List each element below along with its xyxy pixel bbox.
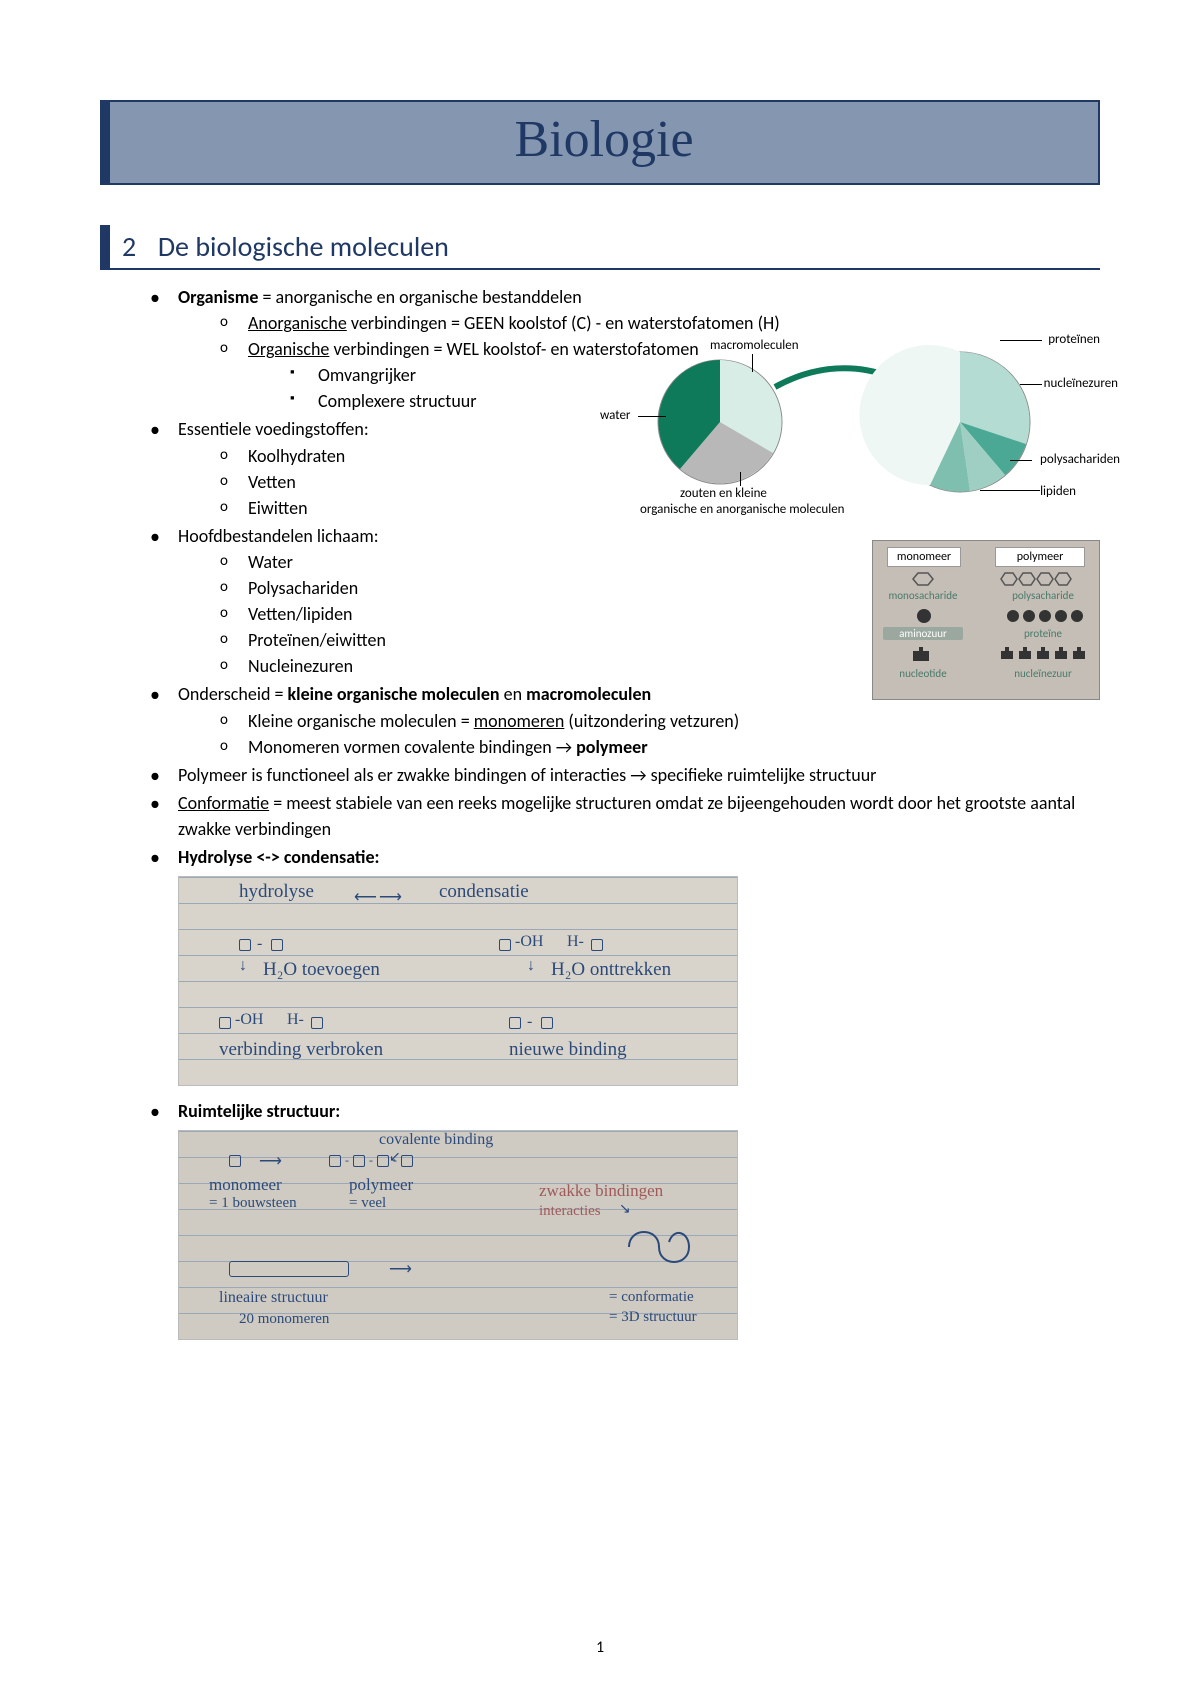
table-cell: aminozuur xyxy=(883,627,963,640)
chart-label: macromoleculen xyxy=(710,338,799,353)
page-title: Biologie xyxy=(110,110,1098,169)
handwriting: hydrolyse xyxy=(239,881,314,903)
chart-label: proteïnen xyxy=(1048,332,1100,347)
handwriting: H₂O onttrekken xyxy=(551,959,671,981)
table-header: monomeer xyxy=(887,547,961,567)
text: Essentiele voedingstoffen: xyxy=(178,418,369,440)
text: Organisme xyxy=(178,286,258,308)
handwriting: 20 monomeren xyxy=(239,1311,329,1328)
text: Organische xyxy=(248,338,329,360)
list-item: Monomeren vormen covalente bindingen → p… xyxy=(220,734,1100,760)
handwritten-note-structure: covalente binding ↙ ⟶ - - - monomeer pol… xyxy=(178,1130,738,1340)
handwriting: interacties xyxy=(539,1203,601,1220)
handwriting: = 1 bouwsteen xyxy=(209,1195,297,1212)
table-cell: proteïne xyxy=(1003,627,1083,640)
text: Anorganische xyxy=(248,312,347,334)
text: macromoleculen xyxy=(526,683,651,705)
arrow-icon: ⟵⟶ xyxy=(354,887,404,907)
text: monomeren xyxy=(474,710,565,732)
handwriting: lineaire structuur xyxy=(219,1289,328,1307)
handwriting: covalente binding xyxy=(379,1131,493,1149)
text: Ruimtelijke structuur: xyxy=(178,1100,340,1122)
pie-svg xyxy=(600,332,1100,522)
text: Hoofdbestandelen lichaam: xyxy=(178,525,379,547)
handwriting: polymeer xyxy=(349,1175,413,1195)
handwriting: condensatie xyxy=(439,881,529,903)
title-banner: Biologie xyxy=(100,100,1100,185)
handwriting: H₂O toevoegen xyxy=(263,959,380,981)
monomer-polymer-table: monomeer polymeer monosacharide polysach… xyxy=(872,540,1100,700)
text: = meest stabiele van een reeks mogelijke… xyxy=(178,792,1075,840)
text: en xyxy=(500,683,527,705)
handwriting: = conformatie xyxy=(609,1289,694,1306)
chart-label: nucleïnezuren xyxy=(1044,376,1118,391)
text: Kleine organische moleculen = xyxy=(248,710,474,732)
text: (uitzondering vetzuren) xyxy=(564,710,739,732)
table-header: polymeer xyxy=(995,547,1085,567)
handwriting: monomeer xyxy=(209,1175,282,1195)
pie-chart-diagram: macromoleculen water zouten en kleine or… xyxy=(600,332,1100,522)
table-cell: nucleïnezuur xyxy=(1003,667,1083,680)
list-item: Polymeer is functioneel als er zwakke bi… xyxy=(150,762,1100,788)
text: verbindingen = GEEN koolstof (C) - en wa… xyxy=(347,312,780,334)
handwriting: = 3D structuur xyxy=(609,1309,697,1326)
list-item: Ruimtelijke structuur: xyxy=(150,1098,1100,1124)
content-list-2: Ruimtelijke structuur: xyxy=(100,1098,1100,1124)
text: Conformatie xyxy=(178,792,269,814)
page-number: 1 xyxy=(0,1638,1200,1657)
handwriting: -OH xyxy=(235,1011,263,1029)
handwriting: H- xyxy=(567,933,584,951)
text: Hydrolyse <-> condensatie: xyxy=(178,846,379,868)
table-cell: polysacharide xyxy=(1003,589,1083,602)
handwriting: -OH xyxy=(515,933,543,951)
handwriting: H- xyxy=(287,1011,304,1029)
list-item: Hydrolyse <-> condensatie: xyxy=(150,844,1100,870)
chart-label: lipiden xyxy=(1040,484,1076,499)
handwriting: zwakke bindingen xyxy=(539,1181,663,1201)
chart-label: water xyxy=(600,408,630,423)
list-item: Kleine organische moleculen = monomeren … xyxy=(220,708,1100,734)
handwriting: verbinding verbroken xyxy=(219,1039,383,1061)
table-cell: monosacharide xyxy=(883,589,963,602)
table-cell: nucleotide xyxy=(883,667,963,680)
chart-label: organische en anorganische moleculen xyxy=(640,502,845,517)
text: Monomeren vormen covalente bindingen → xyxy=(248,736,576,758)
section-number: 2 xyxy=(122,229,136,264)
handwritten-note-hydrolyse: hydrolyse ⟵⟶ condensatie - ↓ H₂O toevoeg… xyxy=(178,876,738,1086)
handwriting: = veel xyxy=(349,1195,386,1212)
section-header: 2 De biologische moleculen xyxy=(100,225,1100,270)
chart-label: zouten en kleine xyxy=(680,486,767,501)
text: polymeer xyxy=(576,736,647,758)
text: Onderscheid = xyxy=(178,683,288,705)
text: kleine organische moleculen xyxy=(288,683,500,705)
text: = anorganische en organische bestanddele… xyxy=(258,286,581,308)
handwriting: nieuwe binding xyxy=(509,1039,627,1061)
chart-label: polysachariden xyxy=(1040,452,1120,467)
coil-icon xyxy=(619,1217,709,1277)
section-title: De biologische moleculen xyxy=(158,229,449,264)
list-item: Conformatie = meest stabiele van een ree… xyxy=(150,790,1100,842)
